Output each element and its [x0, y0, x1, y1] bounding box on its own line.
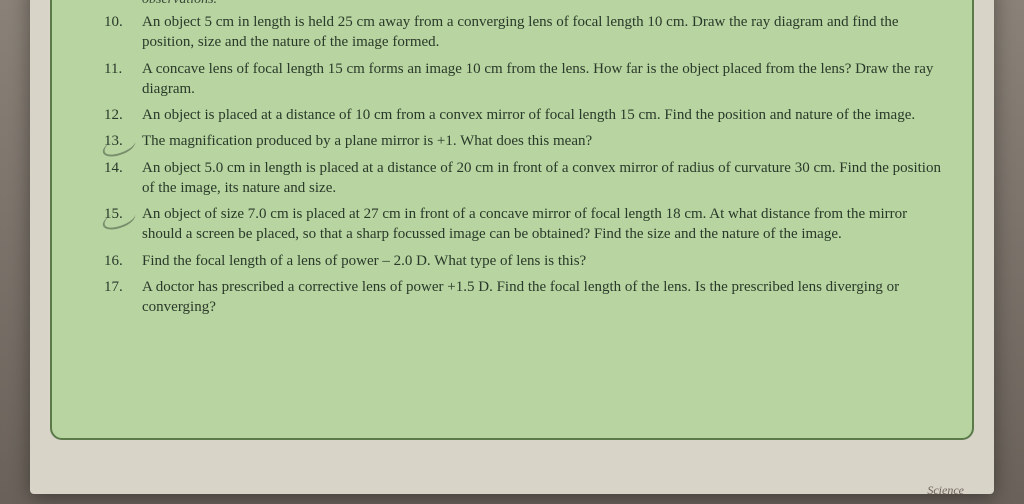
- question-number: 10.: [104, 12, 123, 32]
- question-list: 10. An object 5 cm in length is held 25 …: [82, 12, 942, 317]
- question-number: 13.: [104, 131, 123, 151]
- footer-label: Science: [927, 483, 964, 498]
- question-number: 17.: [104, 277, 123, 297]
- observations-label: observations.: [82, 0, 942, 8]
- question-13: 13. The magnification produced by a plan…: [142, 131, 942, 151]
- question-text: An object 5 cm in length is held 25 cm a…: [142, 14, 899, 50]
- question-text: An object is placed at a distance of 10 …: [142, 107, 915, 123]
- question-text: A concave lens of focal length 15 cm for…: [142, 61, 933, 97]
- question-text: An object of size 7.0 cm is placed at 27…: [142, 206, 907, 242]
- question-16: 16. Find the focal length of a lens of p…: [142, 251, 942, 271]
- question-text: Find the focal length of a lens of power…: [142, 253, 586, 269]
- question-text: An object 5.0 cm in length is placed at …: [142, 160, 941, 196]
- question-number: 15.: [104, 204, 123, 224]
- question-10: 10. An object 5 cm in length is held 25 …: [142, 12, 942, 53]
- question-11: 11. A concave lens of focal length 15 cm…: [142, 59, 942, 100]
- question-17: 17. A doctor has prescribed a corrective…: [142, 277, 942, 318]
- question-12: 12. An object is placed at a distance of…: [142, 105, 942, 125]
- question-number: 14.: [104, 158, 123, 178]
- question-text: The magnification produced by a plane mi…: [142, 133, 592, 149]
- question-number: 11.: [104, 59, 122, 79]
- question-number: 16.: [104, 251, 123, 271]
- question-14: 14. An object 5.0 cm in length is placed…: [142, 158, 942, 199]
- content-box: observations. 10. An object 5 cm in leng…: [50, 0, 974, 440]
- question-number: 12.: [104, 105, 123, 125]
- question-text: A doctor has prescribed a corrective len…: [142, 279, 899, 315]
- question-15: 15. An object of size 7.0 cm is placed a…: [142, 204, 942, 245]
- page-container: observations. 10. An object 5 cm in leng…: [30, 0, 994, 494]
